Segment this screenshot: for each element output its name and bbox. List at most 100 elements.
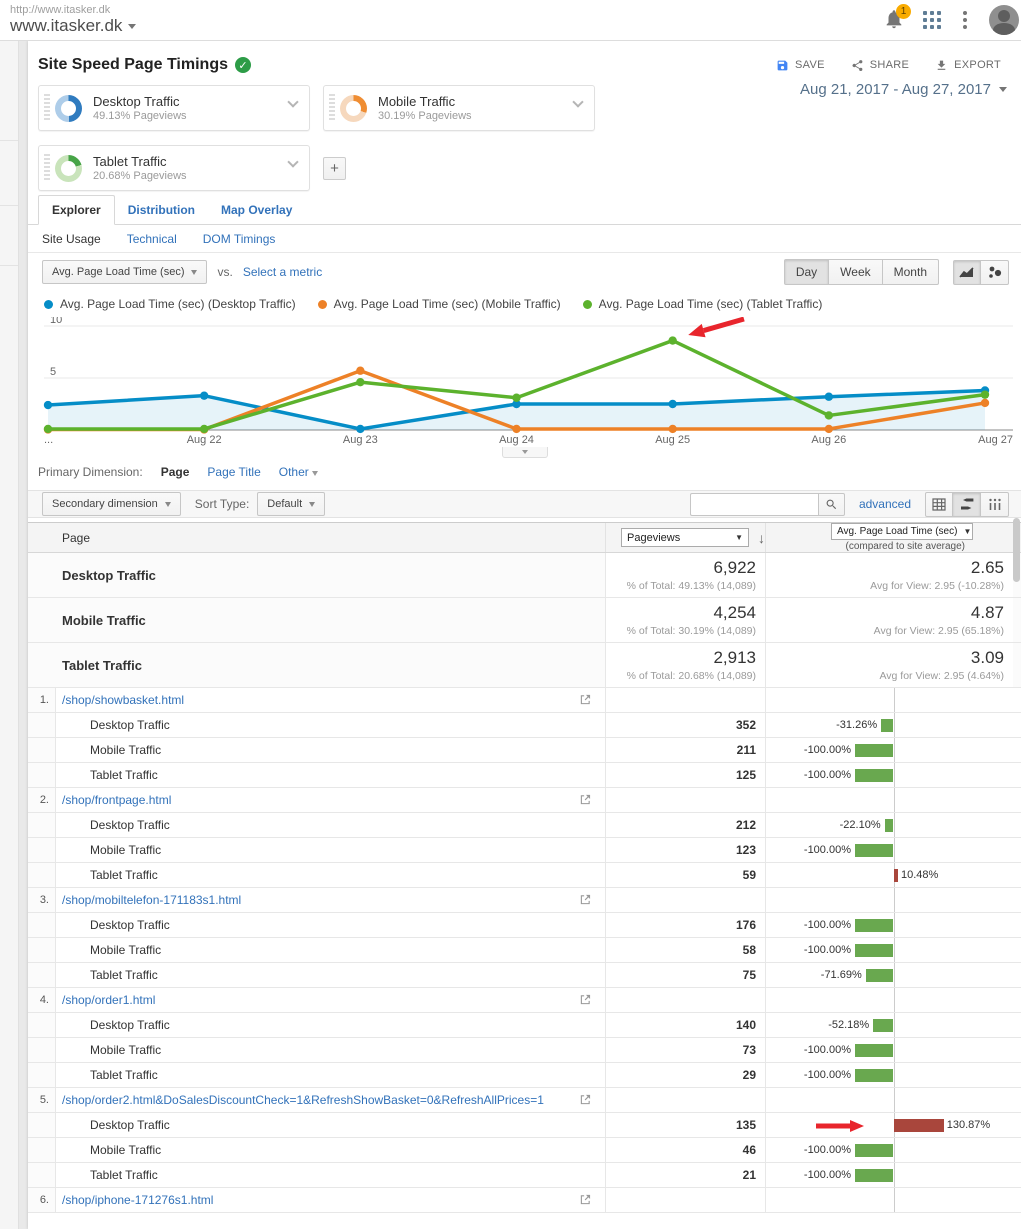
secondary-dimension-button[interactable]: Secondary dimension — [42, 492, 181, 516]
granularity-week[interactable]: Week — [829, 259, 883, 285]
pivot-view-button[interactable] — [981, 491, 1009, 517]
account-selector[interactable]: www.itasker.dk — [10, 16, 137, 36]
segment-sub-row: Desktop Traffic 176 -100.00% — [28, 913, 1021, 938]
bar-baseline — [894, 1063, 895, 1087]
notifications-button[interactable]: 1 — [883, 4, 911, 33]
segment-cell: Mobile Traffic — [56, 1038, 605, 1062]
row-index — [28, 838, 56, 862]
export-button[interactable]: EXPORT — [935, 59, 1001, 72]
segment-sub-row: Tablet Traffic 75 -71.69% — [28, 963, 1021, 988]
sort-direction-icon[interactable]: ↓ — [758, 529, 765, 546]
motion-chart-view-button[interactable] — [981, 259, 1009, 285]
page-cell: /shop/iphone-171276s1.html — [56, 1188, 605, 1212]
delta-cell — [765, 1088, 1013, 1112]
page-url-link[interactable]: /shop/showbasket.html — [62, 693, 185, 707]
table-header: Page Pageviews ▼ ↓ Avg. Page Load Time (… — [28, 523, 1021, 553]
drag-handle[interactable] — [329, 94, 335, 122]
add-segment-button[interactable]: + — [323, 157, 346, 180]
external-link-icon[interactable] — [580, 1194, 591, 1208]
external-link-icon[interactable] — [580, 894, 591, 908]
delta-value: -100.00% — [803, 744, 851, 756]
comparison-view-button[interactable] — [953, 491, 981, 517]
page-url-link[interactable]: /shop/mobiltelefon-171183s1.html — [62, 893, 242, 907]
segment-card-tablet[interactable]: Tablet Traffic 20.68% Pageviews — [38, 145, 310, 191]
share-button[interactable]: SHARE — [851, 59, 909, 72]
external-link-icon[interactable] — [580, 1094, 591, 1108]
chevron-down-icon[interactable] — [287, 96, 299, 108]
chevron-down-icon[interactable] — [287, 156, 299, 168]
chevron-down-icon[interactable] — [572, 96, 584, 108]
delta-cell — [765, 988, 1013, 1012]
subtab-technical[interactable]: Technical — [126, 231, 177, 246]
delta-cell: -22.10% — [765, 813, 1013, 837]
pageviews-cell — [605, 888, 765, 912]
more-options-icon[interactable] — [957, 9, 973, 31]
search-button[interactable] — [817, 492, 845, 516]
delta-bar — [884, 819, 893, 832]
table-view-button[interactable] — [925, 491, 953, 517]
column-header-page[interactable]: Page — [62, 530, 91, 545]
sort-type-select[interactable]: Default — [257, 492, 326, 516]
advanced-link[interactable]: advanced — [858, 497, 911, 511]
export-icon — [937, 60, 946, 70]
row-index: 5. — [28, 1088, 56, 1112]
external-link-icon[interactable] — [580, 994, 591, 1008]
dimension-page-title[interactable]: Page Title — [207, 465, 261, 479]
drag-handle[interactable] — [44, 94, 50, 122]
delta-value: -71.69% — [820, 969, 862, 981]
timeseries-chart[interactable]: 5 10... Aug 22 Aug 23 Aug 24 Aug 25 Aug 26 Aug … — [28, 314, 1021, 447]
pageviews-cell: 123 — [605, 838, 765, 862]
row-index — [28, 1038, 56, 1062]
summary-segment-label: Desktop Traffic — [62, 567, 156, 583]
segment-card-mobile[interactable]: Mobile Traffic 30.19% Pageviews — [323, 85, 595, 131]
page-url-link[interactable]: /shop/order2.html&DoSalesDiscountCheck=1… — [62, 1093, 544, 1107]
granularity-month[interactable]: Month — [882, 259, 939, 285]
segment-cell: Desktop Traffic — [56, 713, 605, 737]
summary-pageviews-cell: 6,922 % of Total: 49.13% (14,089) — [605, 553, 765, 597]
tab-explorer[interactable]: Explorer — [38, 195, 115, 225]
dimension-page[interactable]: Page — [160, 465, 190, 479]
page-url-link[interactable]: /shop/order1.html — [62, 993, 156, 1007]
row-index: 4. — [28, 988, 56, 1012]
tab-map-overlay[interactable]: Map Overlay — [221, 203, 293, 217]
row-index — [28, 813, 56, 837]
subtab-dom-timings[interactable]: DOM Timings — [202, 231, 276, 246]
bar-baseline — [894, 888, 895, 912]
granularity-group: Day Week Month — [783, 259, 939, 285]
segment-card-desktop[interactable]: Desktop Traffic 49.13% Pageviews — [38, 85, 310, 131]
subtab-site-usage[interactable]: Site Usage — [42, 231, 101, 246]
page-url-link[interactable]: /shop/iphone-171276s1.html — [62, 1193, 214, 1207]
granularity-day[interactable]: Day — [783, 259, 830, 285]
pageviews-value: 6,922 — [713, 558, 756, 577]
dimension-other[interactable]: Other — [279, 465, 319, 479]
row-index — [28, 863, 56, 887]
summary-row: Mobile Traffic 4,254 % of Total: 30.19% (1… — [28, 598, 1021, 643]
legend-dot-green — [582, 299, 592, 309]
pageviews-column-select[interactable]: Pageviews ▼ — [621, 528, 749, 547]
select-a-metric-link[interactable]: Select a metric — [242, 265, 323, 279]
avatar[interactable] — [989, 5, 1019, 35]
donut-chart-tablet — [55, 154, 82, 182]
search-input[interactable] — [689, 492, 818, 516]
segment-sub-row: Mobile Traffic 73 -100.00% — [28, 1038, 1021, 1063]
metric-avg-for-view: Avg for View: 2.95 (-10.28%) — [870, 580, 1004, 592]
save-button[interactable]: SAVE — [776, 59, 825, 72]
metric-column-select[interactable]: Avg. Page Load Time (sec) ▼ — [831, 523, 973, 540]
scrollbar-thumb[interactable] — [1013, 518, 1020, 582]
delta-cell: 10.48% — [765, 863, 1013, 887]
pageviews-cell: 21 — [605, 1163, 765, 1187]
drag-handle[interactable] — [44, 154, 50, 182]
tab-distribution[interactable]: Distribution — [127, 203, 196, 217]
bar-baseline — [894, 713, 895, 737]
row-index — [28, 738, 56, 762]
line-chart-view-button[interactable] — [953, 259, 981, 285]
external-link-icon[interactable] — [580, 794, 591, 808]
delta-value: -100.00% — [803, 919, 851, 931]
external-link-icon[interactable] — [580, 694, 591, 708]
chart-expander[interactable] — [501, 447, 548, 458]
date-range-selector[interactable]: Aug 21, 2017 - Aug 27, 2017 — [800, 81, 1007, 98]
delta-value: -31.26% — [836, 719, 878, 731]
apps-grid-icon[interactable] — [923, 11, 941, 29]
metric-select[interactable]: Avg. Page Load Time (sec) — [42, 260, 208, 284]
page-url-link[interactable]: /shop/frontpage.html — [62, 793, 172, 807]
